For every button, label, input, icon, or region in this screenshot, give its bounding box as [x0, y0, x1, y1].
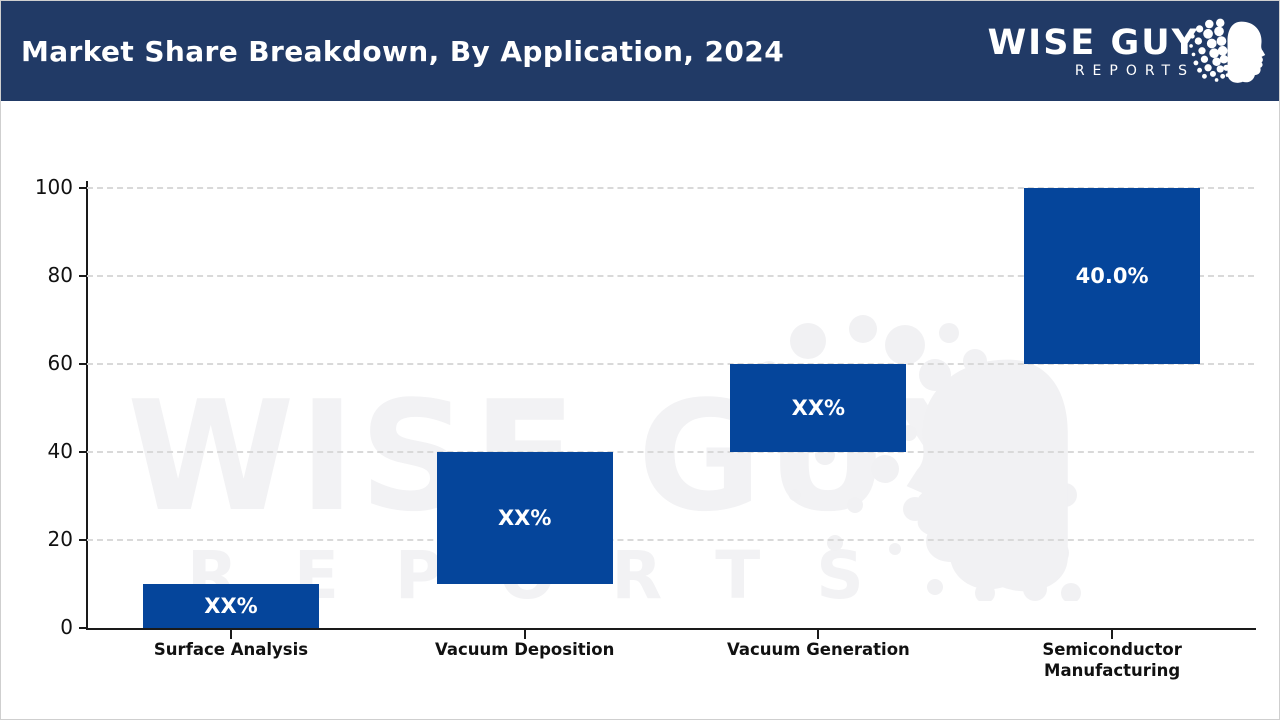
x-axis	[86, 628, 1256, 630]
category-label: Semiconductor Manufacturing	[1042, 640, 1182, 681]
x-tick	[523, 630, 526, 639]
y-axis	[86, 181, 88, 630]
logo-subtext: REPORTS	[1074, 63, 1195, 80]
page-title: Market Share Breakdown, By Application, …	[21, 34, 785, 68]
gridline	[87, 539, 1254, 541]
bar-segment: XX%	[436, 452, 613, 584]
y-tick-label: 100	[34, 175, 73, 199]
y-tick-label: 80	[47, 263, 73, 287]
y-tick	[79, 363, 87, 365]
y-tick	[79, 539, 87, 541]
bar-segment: XX%	[730, 364, 907, 452]
y-tick	[79, 451, 87, 453]
bar-value-label: XX%	[497, 506, 552, 530]
logo-text: WISE GUY REPORTS	[987, 22, 1199, 80]
chart-area: WISE GUY REPORTS 020406080100XX%Surface …	[1, 101, 1279, 719]
y-tick	[79, 187, 87, 189]
plot-area: 0 20 40 60 80 100 XX% Surface Analysis XX% Vacuum…	[1, 101, 1279, 719]
y-tick-label: 60	[47, 351, 73, 375]
y-tick-label: 0	[60, 615, 73, 639]
gridline	[87, 187, 1254, 189]
y-tick-label: 40	[47, 439, 73, 463]
x-tick	[230, 630, 232, 639]
logo-wordmark: WISE GUY	[987, 22, 1199, 63]
x-tick	[1111, 630, 1114, 639]
y-tick	[79, 627, 87, 629]
bar-value-label: 40.0%	[1075, 264, 1149, 288]
category-label: Surface Analysis	[153, 640, 309, 659]
gridline	[87, 275, 1254, 277]
bar-segment: 40.0%	[1024, 188, 1201, 364]
bar-value-label: XX%	[791, 396, 846, 420]
wiseguy-logo: WISE GUY REPORTS	[988, 9, 1267, 95]
y-tick	[79, 275, 87, 277]
gridline	[87, 363, 1254, 365]
watermark-head-icon	[759, 315, 1081, 601]
category-label: Vacuum Generation	[727, 640, 910, 659]
gridline	[87, 451, 1254, 453]
y-tick-label: 20	[47, 527, 73, 551]
header: Market Share Breakdown, By Application, …	[1, 1, 1279, 101]
bar-value-label: XX%	[204, 594, 258, 618]
logo-head-icon	[1189, 18, 1266, 83]
bar-segment: XX%	[143, 584, 319, 628]
category-label: Vacuum Deposition	[435, 640, 615, 659]
x-tick	[817, 630, 820, 639]
